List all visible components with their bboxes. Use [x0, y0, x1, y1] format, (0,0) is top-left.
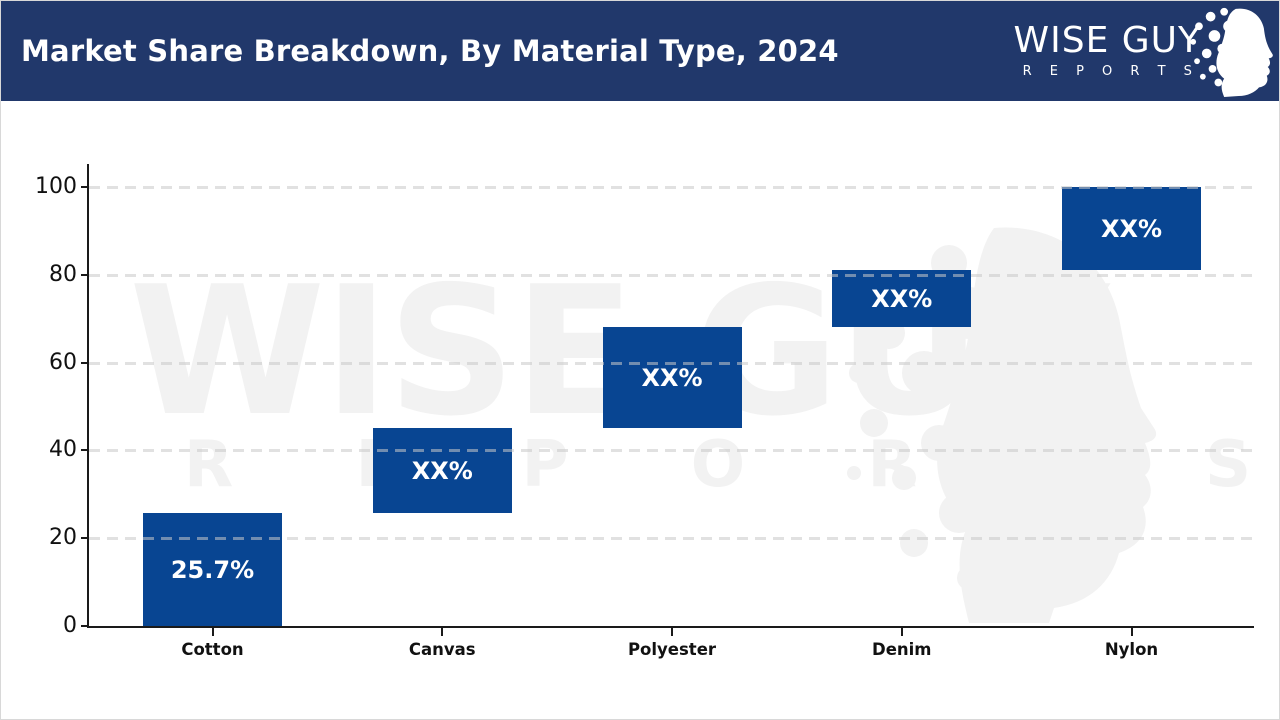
y-tick-label: 0: [63, 613, 77, 638]
gridline: [89, 537, 1254, 541]
x-tick-label: Cotton: [181, 640, 244, 659]
y-axis-tick: [81, 449, 89, 452]
x-axis-tick: [1130, 628, 1133, 636]
x-axis-tick: [441, 628, 444, 636]
y-tick-label: 60: [49, 349, 77, 375]
bar-nylon: XX%: [1062, 187, 1201, 271]
y-axis-line: [87, 164, 89, 628]
y-axis-tick: [81, 537, 89, 540]
y-tick-label: 40: [49, 437, 77, 463]
bar-cotton: 25.7%: [143, 513, 282, 626]
y-axis-tick: [81, 361, 89, 364]
bar-value-label: 25.7%: [170, 555, 255, 584]
bar-value-label: XX%: [411, 456, 473, 485]
y-tick-label: 20: [49, 525, 77, 551]
bar-polyester: XX%: [602, 327, 742, 429]
bar-value-label: XX%: [641, 363, 703, 392]
bar-value-label: XX%: [1100, 214, 1163, 243]
gridline: [89, 273, 1254, 277]
y-axis-tick: [81, 625, 89, 627]
gridline: [89, 186, 1254, 189]
brand-subtitle: R E P O R T S: [1022, 64, 1199, 79]
bar-denim: XX%: [832, 270, 972, 328]
y-axis-tick: [81, 273, 89, 276]
x-tick-label: Polyester: [627, 640, 717, 659]
x-axis-tick: [900, 628, 903, 636]
page-title: Market Share Breakdown, By Material Type…: [21, 34, 839, 68]
header-bar: Market Share Breakdown, By Material Type…: [1, 1, 1279, 101]
bar-canvas: XX%: [372, 428, 512, 514]
brand-logo: WISE GUY R E P O R T S: [1014, 5, 1274, 97]
x-tick-label: Canvas: [408, 640, 476, 659]
gridline: [89, 449, 1254, 453]
bar-value-label: XX%: [871, 284, 933, 313]
y-axis-tick: [81, 186, 89, 188]
x-axis-line: [87, 626, 1254, 628]
x-tick-label: Nylon: [1104, 640, 1159, 659]
brand-face-icon: [1190, 7, 1273, 97]
brand-logo-text: WISE GUY R E P O R T S: [1013, 20, 1202, 80]
y-tick-label: 80: [49, 261, 77, 287]
brand-name: WISE GUY: [1013, 20, 1201, 61]
x-axis-tick: [671, 628, 673, 636]
y-tick-label: 100: [35, 174, 77, 199]
x-axis-tick: [211, 628, 214, 636]
x-tick-label: Denim: [872, 640, 932, 659]
gridline: [89, 361, 1254, 365]
